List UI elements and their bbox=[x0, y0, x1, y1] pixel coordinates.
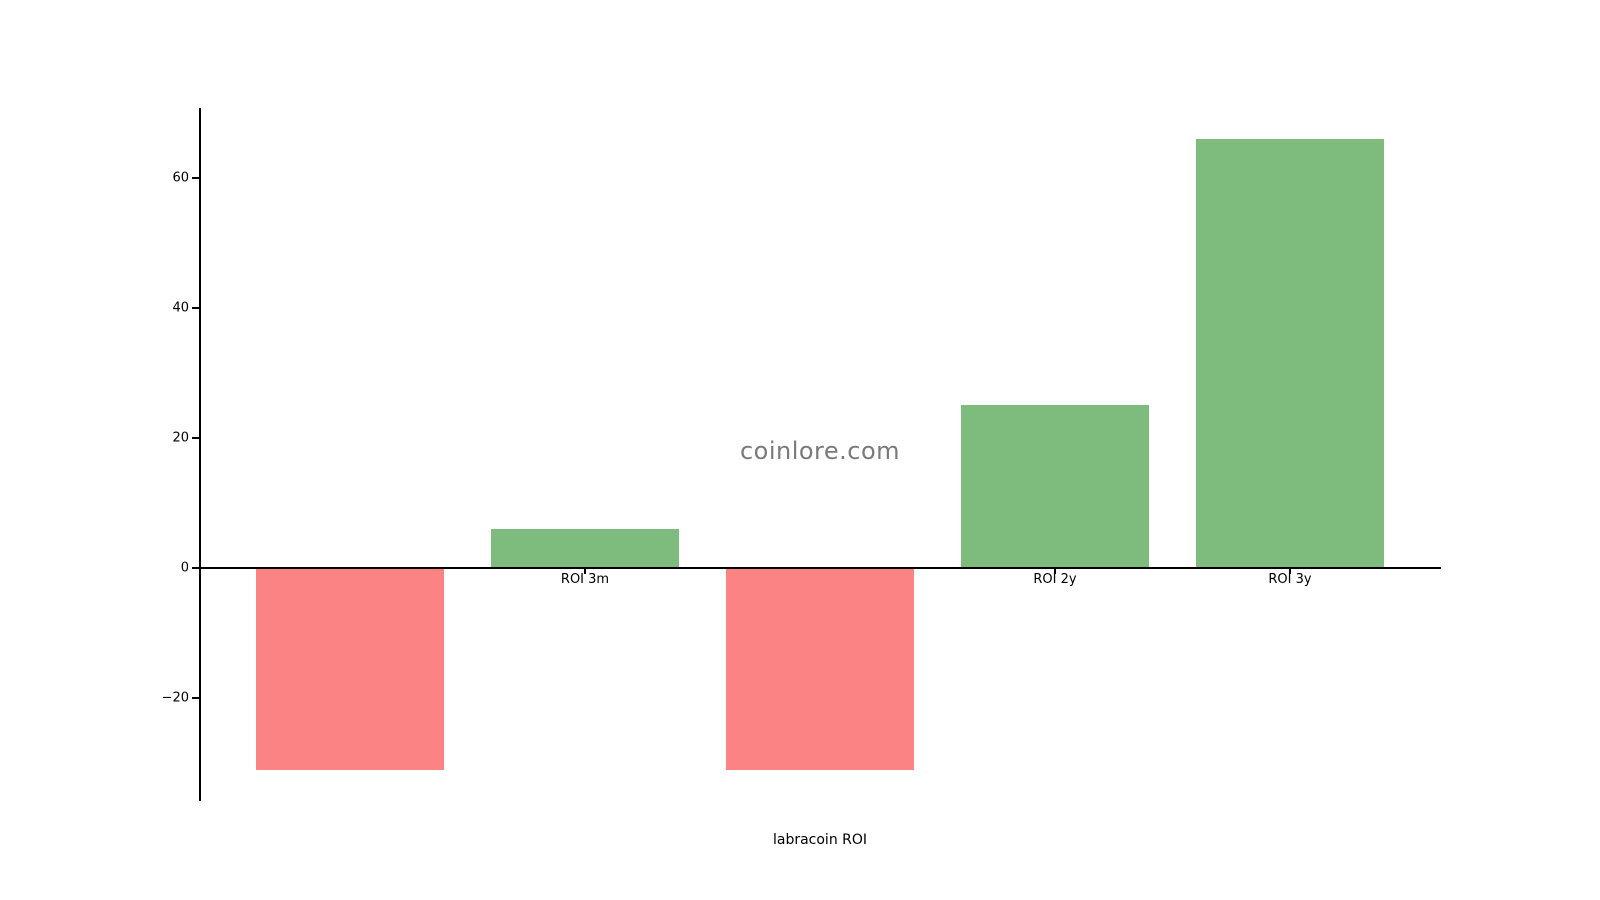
y-tick-mark bbox=[192, 697, 199, 699]
y-tick-label: 0 bbox=[180, 560, 189, 576]
watermark: coinlore.com bbox=[739, 437, 901, 465]
bar-roi-3y bbox=[1196, 139, 1384, 568]
x-tick-mark bbox=[1289, 568, 1291, 574]
x-tick-label: ROI 3m bbox=[560, 572, 610, 587]
y-tick-label: 20 bbox=[172, 430, 189, 446]
y-tick-mark bbox=[192, 437, 199, 439]
x-axis-title: labracoin ROI bbox=[772, 832, 868, 848]
y-tick-mark bbox=[192, 567, 199, 569]
bar-unlabeled-0 bbox=[256, 568, 444, 770]
bar-roi-2y bbox=[961, 405, 1149, 568]
y-axis-line bbox=[199, 108, 201, 801]
x-tick-label: ROI 2y bbox=[1033, 572, 1077, 587]
y-tick-label: −20 bbox=[161, 690, 189, 706]
y-tick-label: 40 bbox=[172, 300, 189, 316]
y-tick-mark bbox=[192, 177, 199, 179]
x-axis-line bbox=[199, 567, 1441, 569]
y-tick-mark bbox=[192, 307, 199, 309]
x-tick-mark bbox=[584, 568, 586, 574]
bar-roi-3m bbox=[491, 529, 679, 568]
x-tick-label: ROI 3y bbox=[1268, 572, 1312, 587]
bar-unlabeled-2 bbox=[726, 568, 914, 770]
y-tick-label: 60 bbox=[172, 170, 189, 186]
x-tick-mark bbox=[1054, 568, 1056, 574]
